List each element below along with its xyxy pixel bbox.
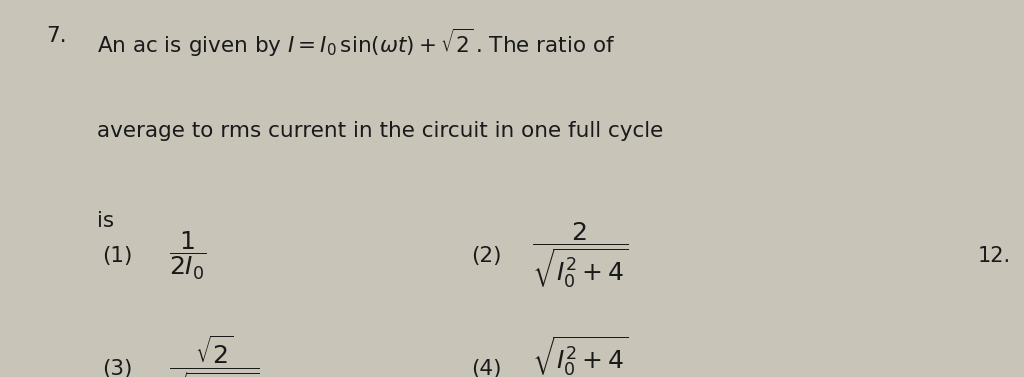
Text: $\dfrac{2}{\sqrt{I_0^2+4}}$: $\dfrac{2}{\sqrt{I_0^2+4}}$ bbox=[532, 221, 629, 291]
Text: (1): (1) bbox=[102, 246, 133, 267]
Text: $\dfrac{1}{2I_0}$: $\dfrac{1}{2I_0}$ bbox=[169, 230, 206, 282]
Text: An ac is given by $I = I_0\,\sin(\omega t) + \sqrt{2}\,$. The ratio of: An ac is given by $I = I_0\,\sin(\omega … bbox=[97, 26, 615, 59]
Text: 7.: 7. bbox=[46, 26, 67, 46]
Text: $\dfrac{\sqrt{2}}{\sqrt{I_0+2}}$: $\dfrac{\sqrt{2}}{\sqrt{I_0+2}}$ bbox=[169, 333, 260, 377]
Text: (4): (4) bbox=[471, 359, 502, 377]
Text: (3): (3) bbox=[102, 359, 133, 377]
Text: 12.: 12. bbox=[978, 246, 1011, 267]
Text: average to rms current in the circuit in one full cycle: average to rms current in the circuit in… bbox=[97, 121, 664, 141]
Text: (2): (2) bbox=[471, 246, 502, 267]
Text: $\dfrac{\sqrt{I_0^2+4}}{2}$: $\dfrac{\sqrt{I_0^2+4}}{2}$ bbox=[532, 335, 629, 377]
Text: is: is bbox=[97, 211, 115, 231]
